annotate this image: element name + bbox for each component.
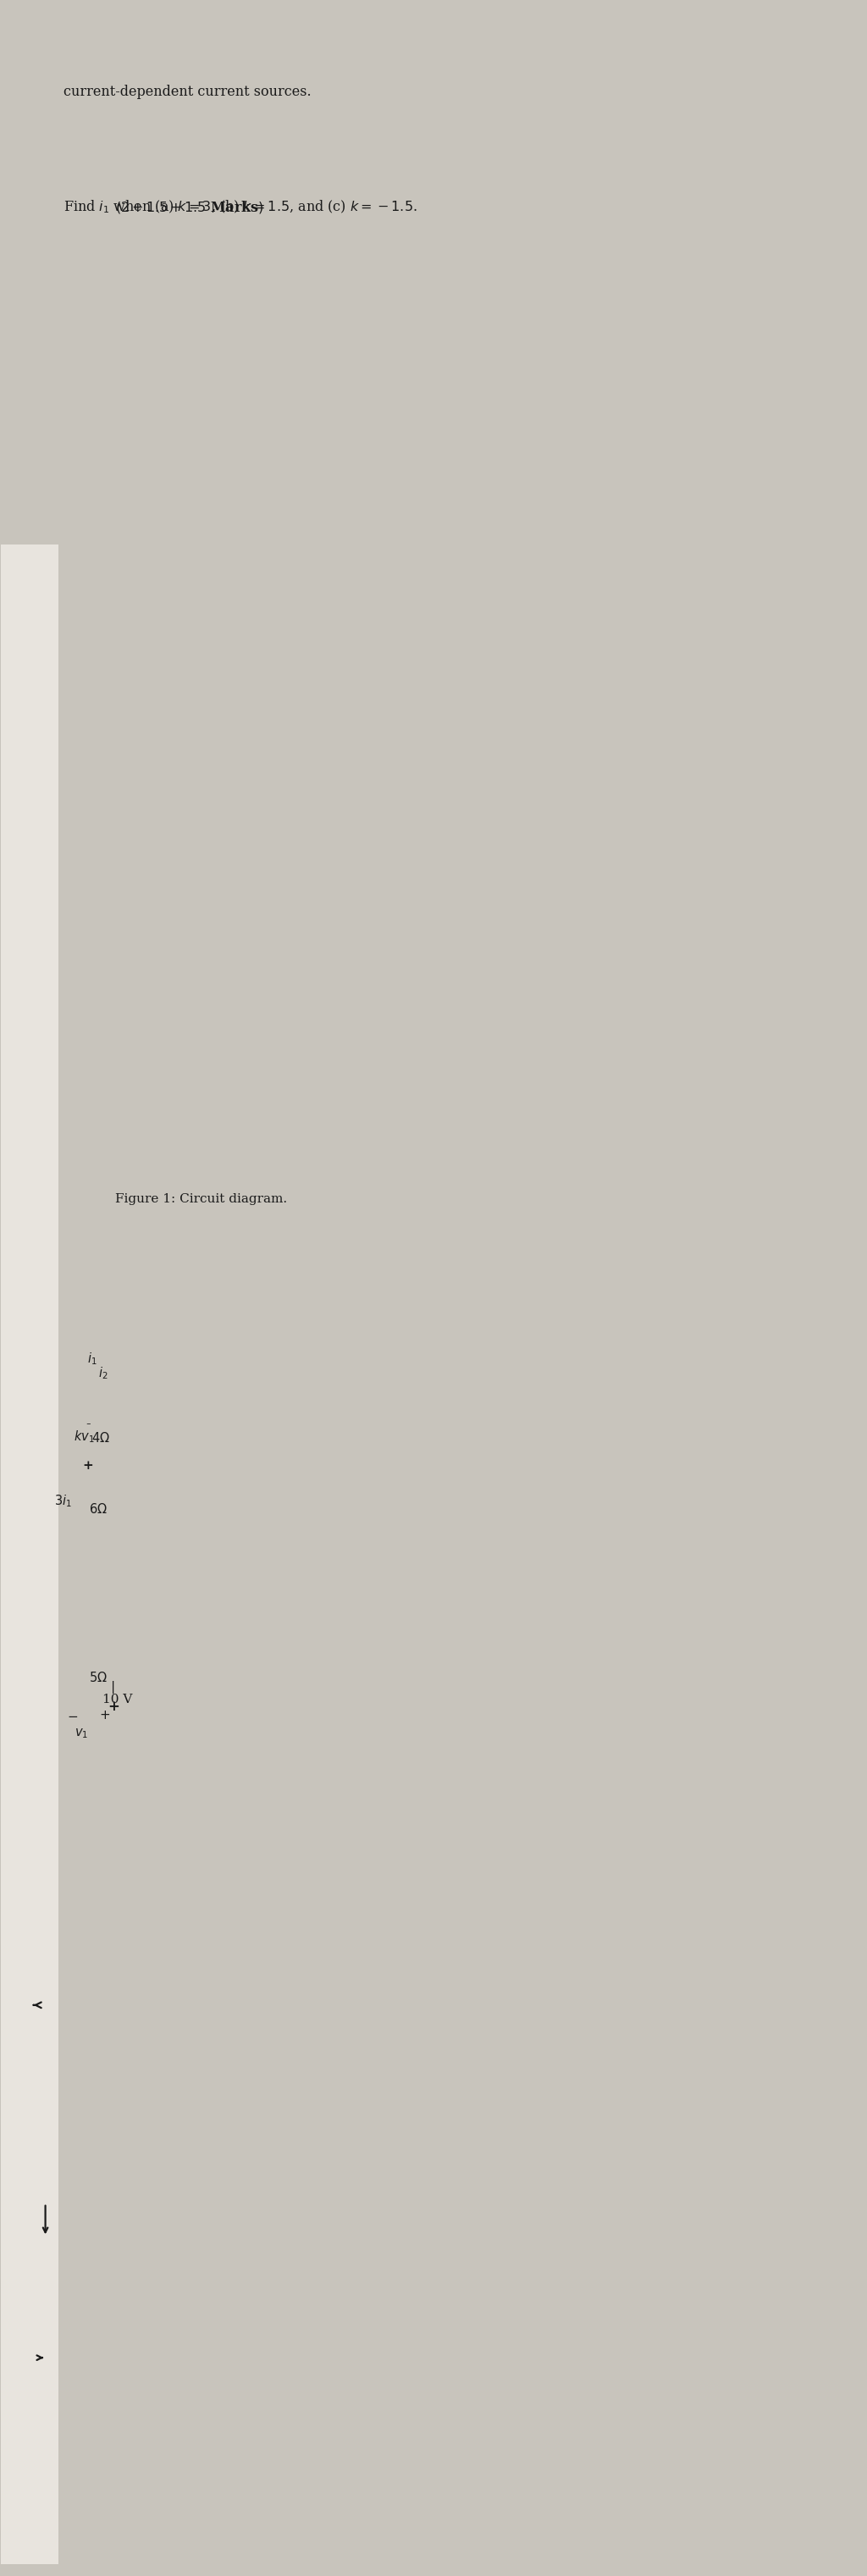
- Text: +: +: [82, 1461, 94, 1471]
- Text: Figure 1: Circuit diagram.: Figure 1: Circuit diagram.: [115, 1193, 287, 1206]
- Text: $v_1$: $v_1$: [75, 1726, 88, 1741]
- Text: $kv_1$: $kv_1$: [74, 1430, 95, 1445]
- Text: current-dependent current sources.: current-dependent current sources.: [64, 85, 311, 98]
- Text: -: -: [86, 1417, 90, 1430]
- Text: Find $i_1$ when (a) $k = 3$, (b) $k = 1.5$, and (c) $k = -1.5$.: Find $i_1$ when (a) $k = 3$, (b) $k = 1.…: [64, 198, 418, 216]
- Text: +: +: [108, 1700, 119, 1713]
- Text: 10 V: 10 V: [102, 1692, 132, 1705]
- Text: $+$: $+$: [99, 1710, 110, 1721]
- Text: $(2+1.5+1.5$ Marks$)$: $(2+1.5+1.5$ Marks$)$: [115, 198, 264, 214]
- Text: $-$: $-$: [67, 1710, 78, 1721]
- Text: $3i_1$: $3i_1$: [55, 1494, 72, 1510]
- Text: $i_2$: $i_2$: [98, 1365, 108, 1381]
- Text: $6\Omega$: $6\Omega$: [88, 1502, 107, 1515]
- Text: $4\Omega$: $4\Omega$: [91, 1432, 110, 1445]
- Text: $i_1$: $i_1$: [87, 1350, 96, 1368]
- Text: |: |: [111, 1680, 115, 1692]
- Text: $5\Omega$: $5\Omega$: [88, 1672, 107, 1685]
